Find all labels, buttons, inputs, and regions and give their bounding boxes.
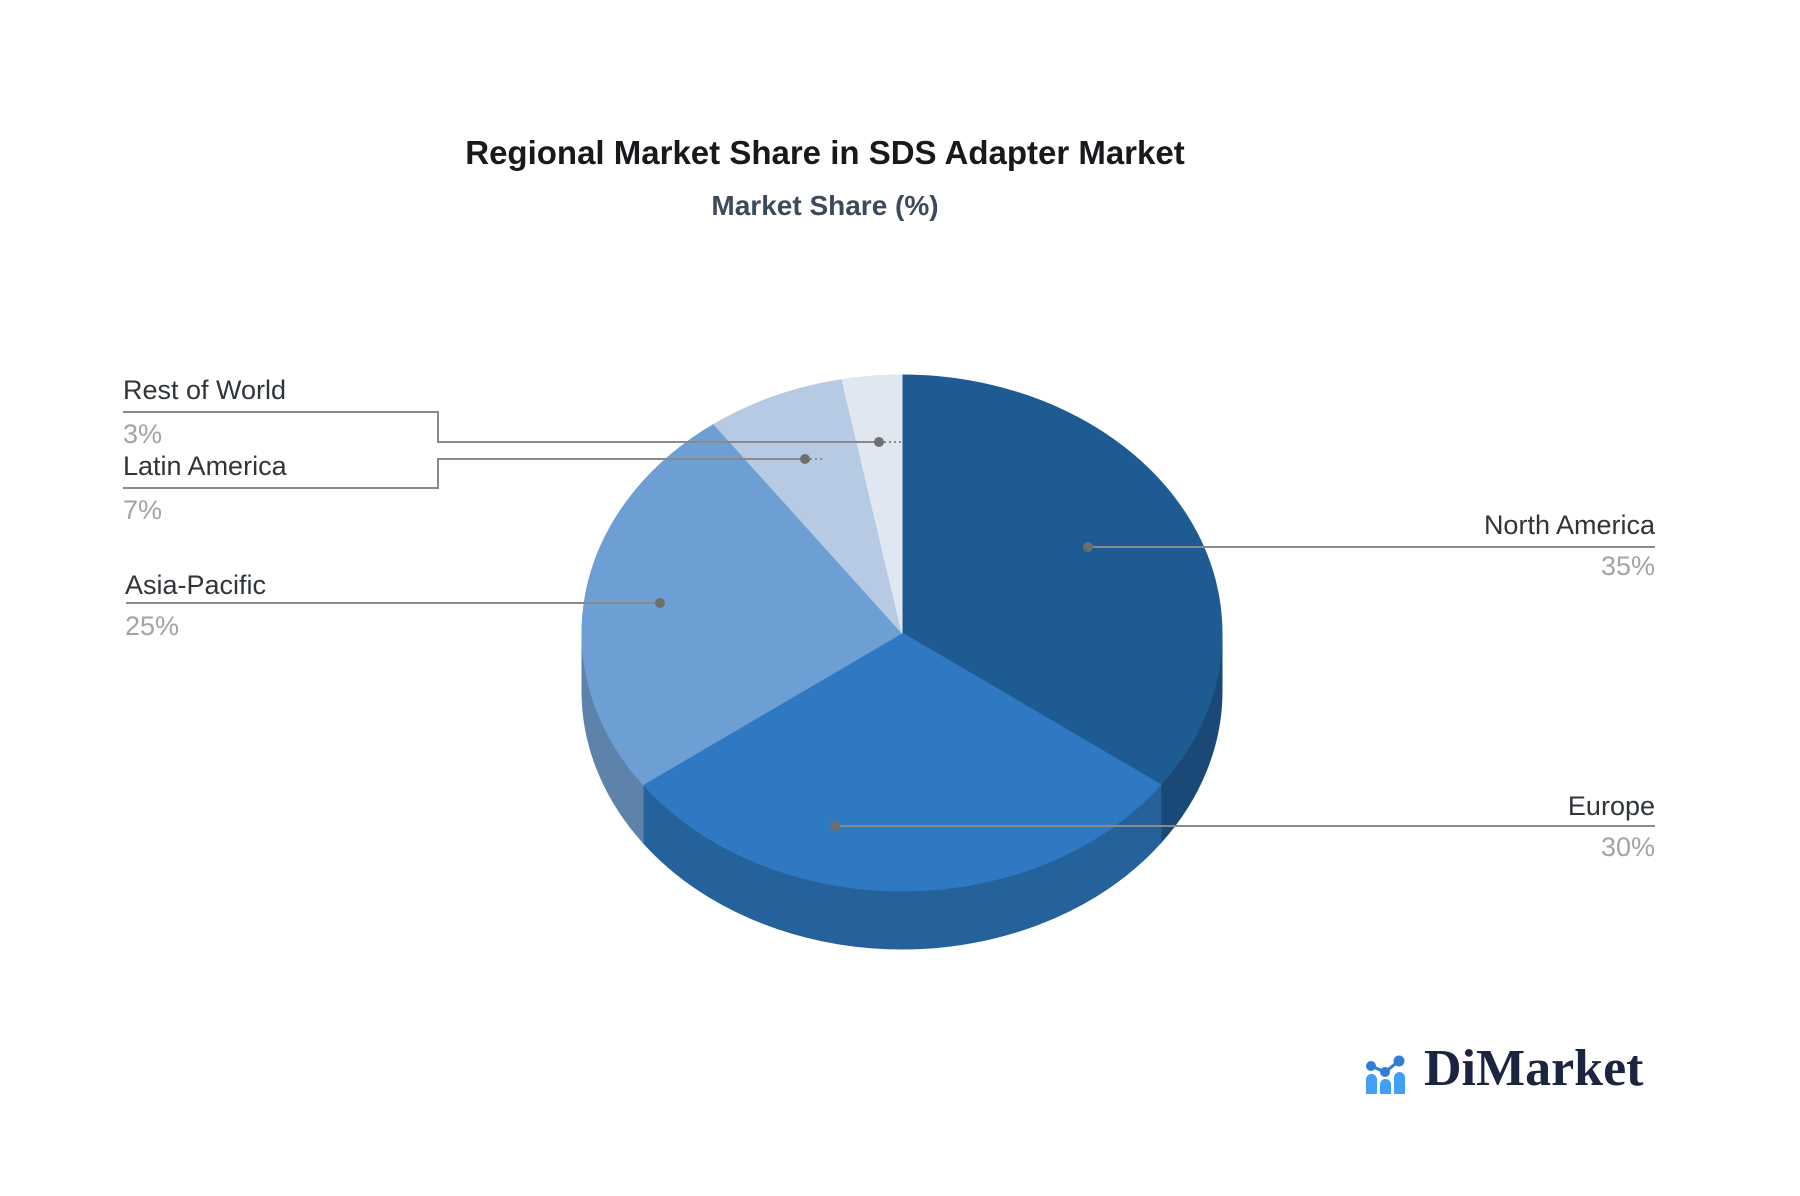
callout-value-rest-of-world: 3%: [123, 419, 163, 449]
callout-value-europe: 30%: [1600, 832, 1655, 862]
leader-dot-latin-america: [800, 454, 810, 464]
pie-slice-rest-of-world: [841, 374, 903, 634]
chart-subtitle: Market Share (%): [711, 190, 939, 221]
brand-logo: DiMarket: [1360, 1038, 1644, 1097]
callout-label-europe: Europe: [1567, 791, 1655, 821]
callout-label-latin-america: Latin America: [123, 451, 287, 481]
leader-dot-asia-pacific: [655, 598, 665, 608]
leader-dot-europe: [830, 821, 840, 831]
mini-bar-line-chart-icon: [1366, 1055, 1405, 1094]
leader-line-latin-america: [123, 458, 805, 489]
callout-value-north-america: 35%: [1600, 551, 1655, 581]
callout-label-asia-pacific: Asia-Pacific: [125, 570, 267, 600]
brand-name: DiMarket: [1424, 1040, 1644, 1097]
callout-label-north-america: North America: [1483, 510, 1655, 540]
callout-value-latin-america: 7%: [123, 495, 163, 525]
callout-value-asia-pacific: 25%: [125, 611, 180, 641]
chart-title: Regional Market Share in SDS Adapter Mar…: [465, 134, 1185, 171]
leader-line-rest-of-world: [123, 411, 879, 443]
leader-dot-north-america: [1083, 542, 1093, 552]
pie-slice-north-america: [901, 374, 1223, 786]
leader-dot-rest-of-world: [874, 437, 884, 447]
callout-label-rest-of-world: Rest of World: [123, 375, 287, 405]
